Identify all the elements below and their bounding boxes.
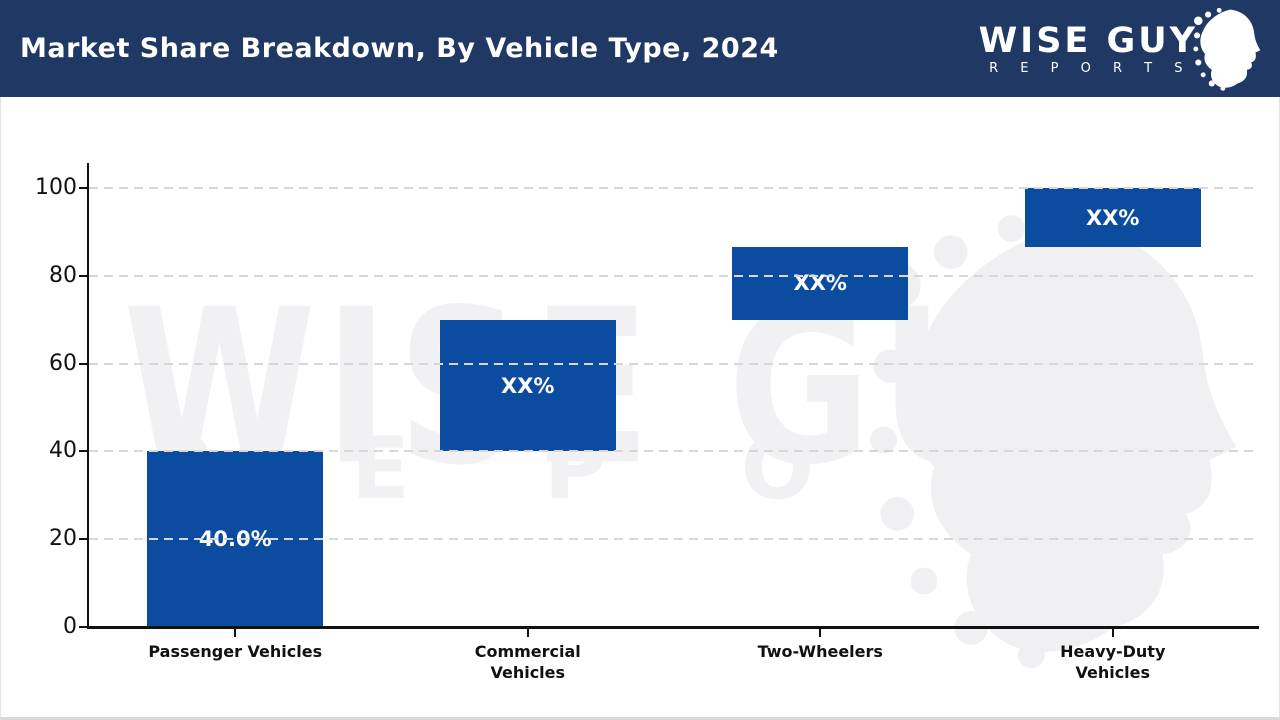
bar-2: XX% bbox=[732, 247, 909, 320]
y-tick-100 bbox=[79, 187, 87, 189]
gridline-80 bbox=[89, 274, 1259, 277]
brand-subtitle: R E P O R T S bbox=[989, 60, 1192, 76]
y-tick-label-20: 20 bbox=[49, 526, 77, 552]
bar-3: XX% bbox=[1024, 188, 1201, 248]
x-tick-1 bbox=[526, 629, 529, 637]
x-tick-2 bbox=[819, 629, 822, 637]
brand-name: WISE GUY bbox=[978, 20, 1198, 61]
gridline-40 bbox=[89, 450, 1259, 453]
x-axis-line bbox=[87, 626, 1259, 629]
brand-text: WISE GUY R E P O R T S bbox=[979, 23, 1198, 76]
gridline-20 bbox=[89, 538, 1259, 541]
bar-1: XX% bbox=[439, 319, 616, 452]
bar-value-label-1: XX% bbox=[501, 373, 555, 398]
x-category-label-0: Passenger Vehicles bbox=[148, 642, 323, 661]
gridline-100 bbox=[89, 187, 1259, 189]
y-tick-20 bbox=[79, 538, 87, 541]
y-axis-line bbox=[87, 163, 89, 629]
y-tick-label-60: 60 bbox=[49, 350, 77, 376]
waterfall-chart: 0 20 40 60 80 100 40.0% Passenger Vehicles XX% Co… bbox=[1, 97, 1280, 720]
brand-head-icon bbox=[1192, 6, 1266, 92]
brand-logo: WISE GUY R E P O R T S bbox=[979, 4, 1266, 94]
chart-canvas: WISE GU R E P O R T S 02040608010040.0%P… bbox=[0, 97, 1280, 720]
y-tick-60 bbox=[79, 362, 87, 365]
y-tick-label-80: 80 bbox=[49, 262, 77, 288]
x-category-label-3: Heavy-Duty Vehicles bbox=[1060, 642, 1166, 682]
x-tick-0 bbox=[234, 629, 237, 637]
gridline-60 bbox=[89, 362, 1259, 365]
x-tick-3 bbox=[1111, 629, 1114, 637]
y-tick-label-40: 40 bbox=[49, 438, 77, 464]
page-title: Market Share Breakdown, By Vehicle Type,… bbox=[20, 33, 779, 64]
bar-value-label-3: XX% bbox=[1086, 205, 1140, 230]
y-tick-label-0: 0 bbox=[63, 614, 77, 639]
y-tick-80 bbox=[79, 274, 87, 277]
y-tick-label-100: 100 bbox=[35, 175, 77, 200]
header-bar: Market Share Breakdown, By Vehicle Type,… bbox=[0, 0, 1280, 97]
y-tick-0 bbox=[79, 626, 87, 628]
x-category-label-2: Two-Wheelers bbox=[757, 642, 883, 661]
x-category-label-1: Commercial Vehicles bbox=[474, 642, 581, 682]
y-tick-40 bbox=[79, 450, 87, 453]
